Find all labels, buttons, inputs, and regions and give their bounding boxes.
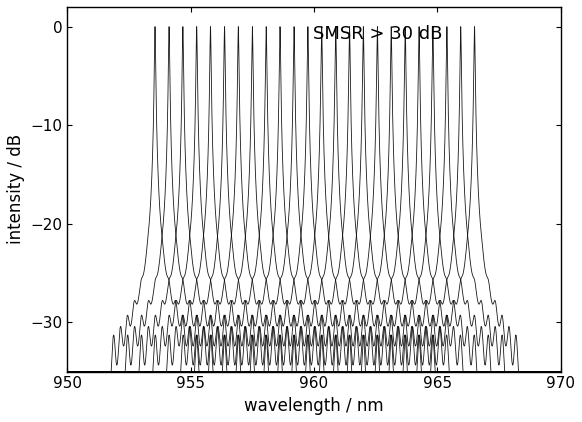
Y-axis label: intensity / dB: intensity / dB [7,134,25,244]
Text: SMSR > 30 dB: SMSR > 30 dB [314,25,443,43]
X-axis label: wavelength / nm: wavelength / nm [244,397,384,415]
